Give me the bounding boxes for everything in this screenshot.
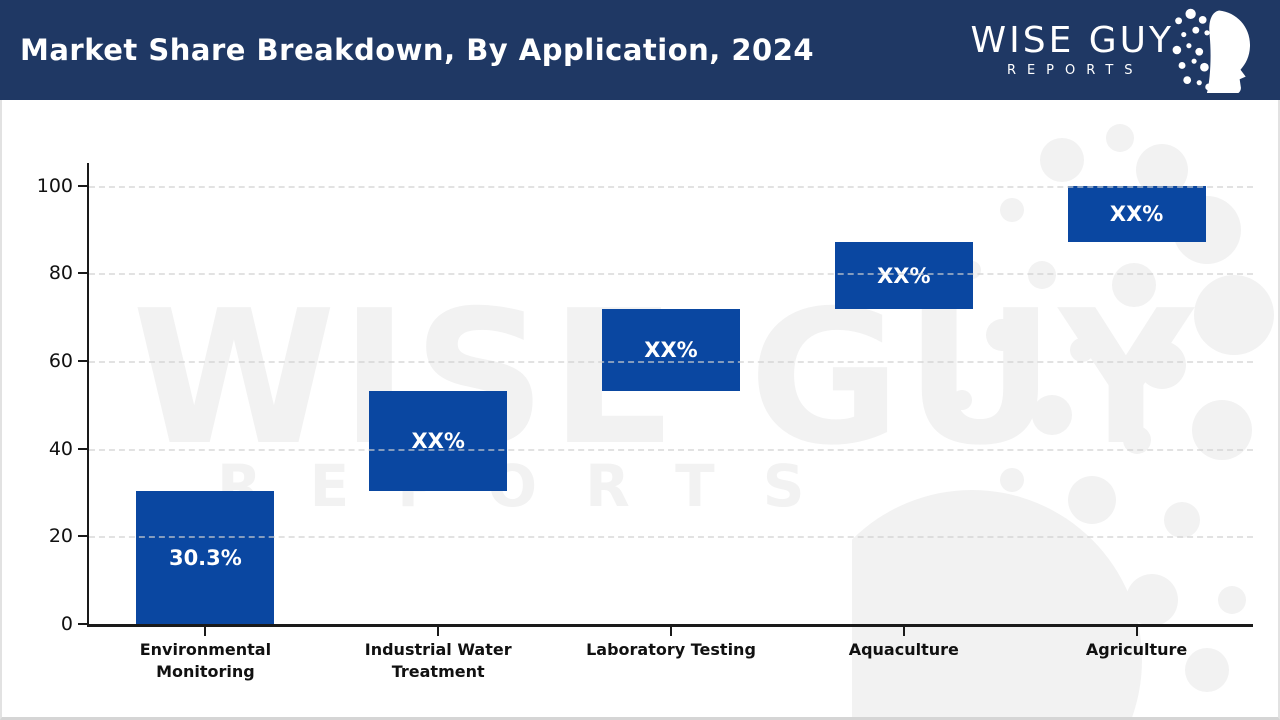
gridline-100 <box>89 185 1253 188</box>
y-tick-label: 0 <box>60 613 73 635</box>
gridline-80 <box>89 273 1253 276</box>
gridline-40 <box>89 448 1253 451</box>
gridline-20 <box>89 536 1253 539</box>
x-category-label: Industrial Water Treatment <box>364 640 512 681</box>
page-title: Market Share Breakdown, By Application, … <box>20 33 815 67</box>
y-tick-label: 20 <box>48 525 73 548</box>
gridline-60 <box>89 361 1253 364</box>
bar-value-label: 30.3% <box>168 545 242 570</box>
x-tick-mark <box>902 627 905 636</box>
bar-segment: XX% <box>602 308 740 392</box>
chart-canvas: WISE GUY REPORTS 0 20 40 60 80 100 30.3% Enviro… <box>0 100 1280 720</box>
bar-value-label: XX% <box>644 338 698 363</box>
bar-value-label: XX% <box>1109 202 1164 227</box>
brand-logo: WISE GUY REPORTS <box>971 7 1257 93</box>
y-tick-label: 80 <box>48 262 73 285</box>
x-tick-mark <box>437 627 440 636</box>
bar-segment: XX% <box>369 391 508 492</box>
head-profile-dots-icon <box>1172 8 1250 93</box>
watermark-head-dots <box>852 124 1274 717</box>
watermark-subtext: REPORTS <box>217 452 853 520</box>
y-tick-label: 60 <box>48 350 73 373</box>
brand-name: WISE GUY <box>970 19 1174 61</box>
x-category-label: Aquaculture <box>848 640 959 659</box>
brand-logo-text: WISE GUY REPORTS <box>970 19 1175 78</box>
plot-area: 0 20 40 60 80 100 30.3% Environmental Monitorin… <box>37 163 1253 681</box>
bar-segment: XX% <box>834 242 973 309</box>
bar-value-label: XX% <box>877 263 931 288</box>
y-tick-mark <box>78 272 87 275</box>
y-tick-label: 100 <box>36 174 73 197</box>
y-tick-mark <box>78 535 87 538</box>
x-tick-mark <box>1135 627 1138 636</box>
x-category-label: Agriculture <box>1085 640 1188 659</box>
bar-segment: 30.3% <box>136 491 275 624</box>
y-tick-mark <box>78 623 87 625</box>
y-tick-label: 40 <box>48 437 73 460</box>
x-tick-mark <box>204 627 207 636</box>
header-bar: Market Share Breakdown, By Application, … <box>0 0 1280 100</box>
bar-segment: XX% <box>1067 185 1206 243</box>
x-tick-mark <box>670 627 672 636</box>
y-tick-mark <box>78 447 87 450</box>
y-tick-mark <box>78 184 87 187</box>
x-category-label: Environmental Monitoring <box>139 640 272 681</box>
brand-subname: REPORTS <box>1006 62 1144 78</box>
y-tick-mark <box>78 360 87 363</box>
x-category-label: Laboratory Testing <box>586 640 756 659</box>
